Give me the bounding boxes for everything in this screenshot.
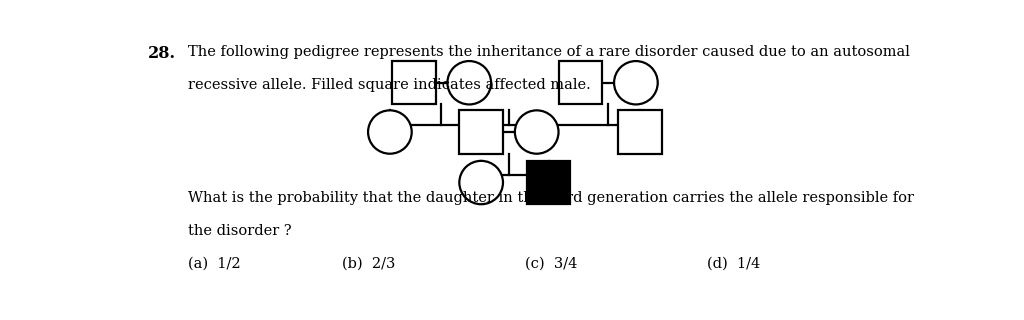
- Bar: [392, 61, 435, 104]
- Text: (b)  2/3: (b) 2/3: [342, 256, 395, 270]
- Text: the disorder ?: the disorder ?: [187, 224, 291, 238]
- Ellipse shape: [614, 61, 657, 104]
- Text: What is the probability that the daughter in the third generation carries the al: What is the probability that the daughte…: [187, 191, 913, 205]
- Text: The following pedigree represents the inheritance of a rare disorder caused due : The following pedigree represents the in…: [187, 44, 909, 59]
- Bar: [618, 110, 662, 154]
- Bar: [558, 61, 602, 104]
- Ellipse shape: [460, 161, 503, 204]
- Text: recessive allele. Filled square indicates affected male.: recessive allele. Filled square indicate…: [187, 78, 590, 92]
- Text: (a)  1/2: (a) 1/2: [187, 256, 241, 270]
- Ellipse shape: [515, 110, 558, 154]
- Ellipse shape: [447, 61, 492, 104]
- Text: (d)  1/4: (d) 1/4: [708, 256, 761, 270]
- Bar: [526, 161, 570, 204]
- Bar: [460, 110, 503, 154]
- Text: 28.: 28.: [147, 44, 176, 61]
- Text: (c)  3/4: (c) 3/4: [524, 256, 578, 270]
- Ellipse shape: [368, 110, 412, 154]
